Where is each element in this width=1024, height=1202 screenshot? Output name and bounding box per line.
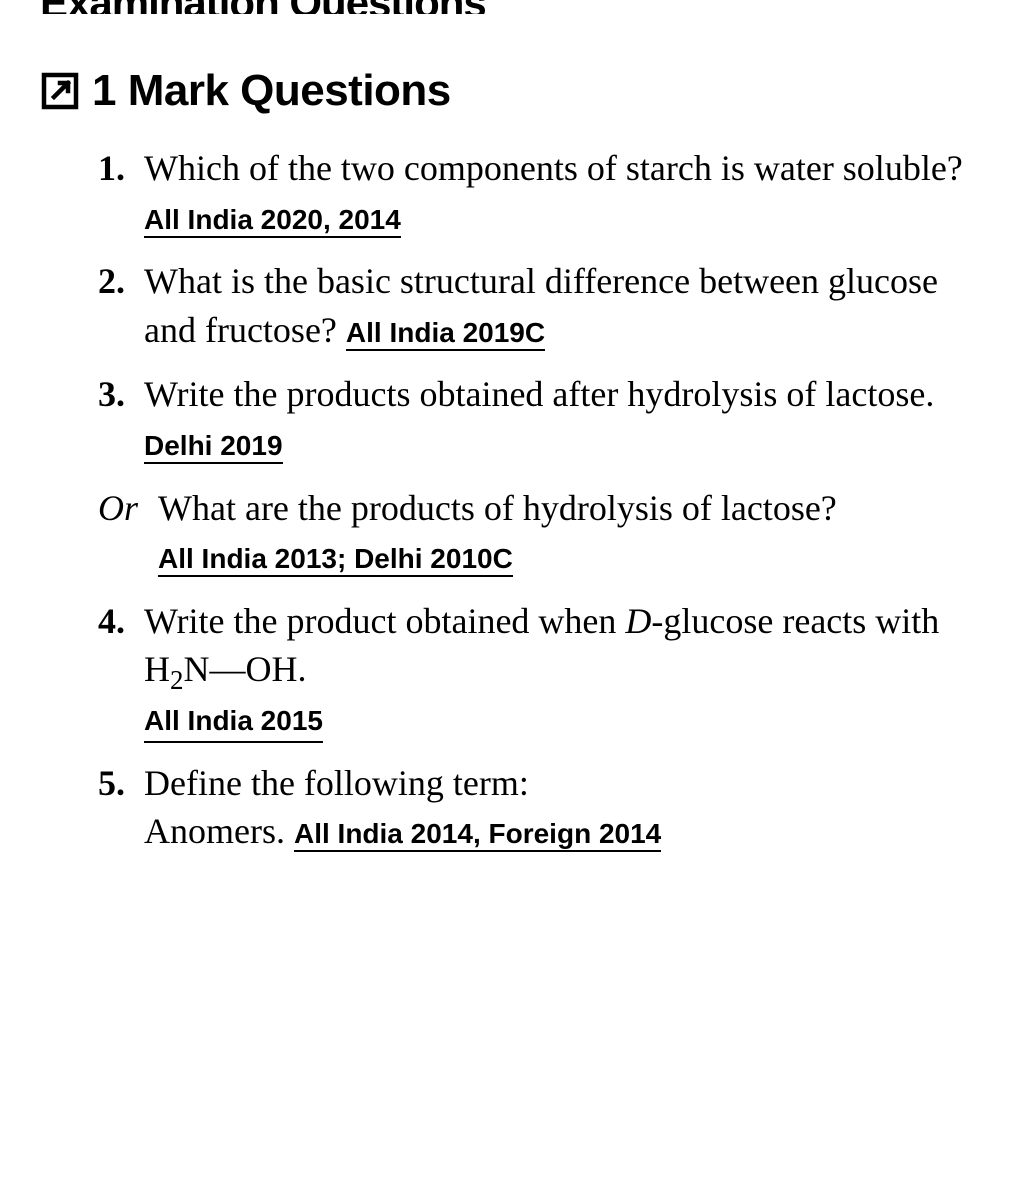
question-source: All India 2014, Foreign 2014 (294, 818, 661, 852)
question-item-or: Or What are the products of hydrolysis o… (98, 484, 984, 581)
question-number: 1. (98, 144, 144, 241)
question-text: Which of the two components of starch is… (144, 148, 963, 188)
question-number: 5. (98, 759, 144, 856)
question-body: What is the basic structural difference … (144, 257, 984, 354)
question-text: What are the products of hydrolysis of l… (158, 488, 837, 528)
question-text: Define the following term: (144, 763, 529, 803)
question-source: All India 2020, 2014 (144, 204, 401, 238)
checkbox-arrow-icon (40, 71, 80, 111)
question-body: Which of the two components of starch is… (144, 144, 984, 241)
question-item: 3. Write the products obtained after hyd… (98, 370, 984, 467)
question-item: 1. Which of the two components of starch… (98, 144, 984, 241)
question-list: 1. Which of the two components of starch… (40, 144, 984, 856)
question-number: 2. (98, 257, 144, 354)
question-source: All India 2019C (346, 317, 545, 351)
question-text-line2: Anomers. (144, 811, 285, 851)
question-source: All India 2013; Delhi 2010C (158, 543, 513, 577)
question-text-post: . (298, 649, 307, 689)
question-body: Define the following term: Anomers. All … (144, 759, 984, 856)
question-item: 2. What is the basic structural differen… (98, 257, 984, 354)
question-body: What are the products of hydrolysis of l… (158, 484, 984, 581)
question-number: 4. (98, 597, 144, 743)
question-body: Write the product obtained when D-glucos… (144, 597, 984, 743)
question-body: Write the products obtained after hydrol… (144, 370, 984, 467)
question-source: All India 2015 (144, 702, 323, 743)
question-item: 5. Define the following term: Anomers. A… (98, 759, 984, 856)
partial-header-text: Examination Questions (40, 0, 984, 14)
question-text-italic: D (625, 601, 651, 641)
question-text: Write the products obtained after hydrol… (144, 374, 934, 414)
question-or-label: Or (98, 484, 158, 581)
section-header: 1 Mark Questions (40, 66, 984, 116)
question-source: Delhi 2019 (144, 430, 283, 464)
question-text-pre: Write the product obtained when (144, 601, 625, 641)
chemical-formula: H2N—OH (144, 649, 298, 689)
question-item: 4. Write the product obtained when D-glu… (98, 597, 984, 743)
question-text-mid: -glucose reacts with (651, 601, 939, 641)
question-number: 3. (98, 370, 144, 467)
page-container: Examination Questions 1 Mark Questions 1… (0, 0, 1024, 912)
section-title: 1 Mark Questions (92, 66, 451, 116)
